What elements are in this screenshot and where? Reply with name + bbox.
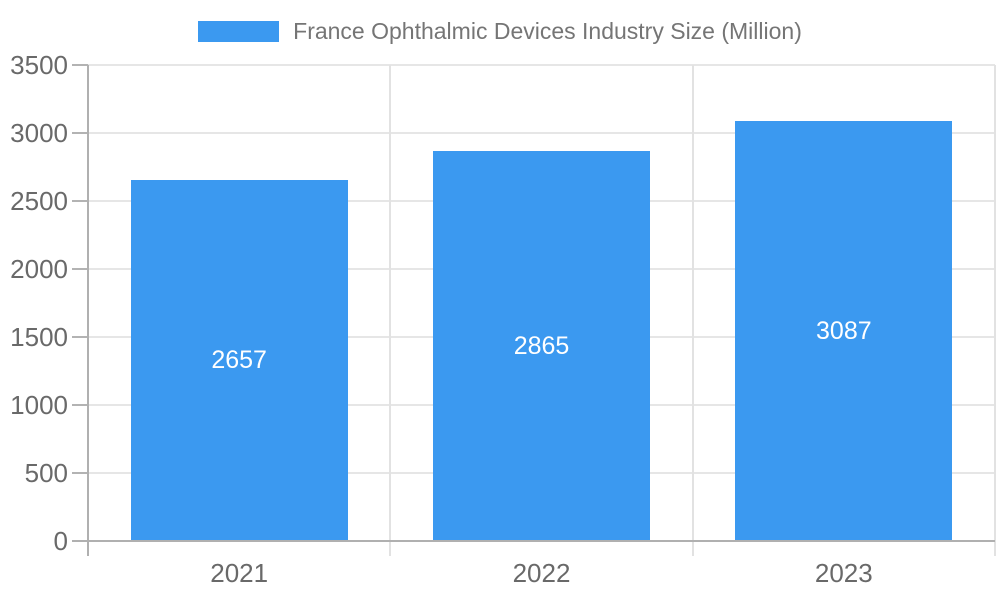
y-axis-label: 2500 <box>10 186 68 216</box>
y-axis-label: 1000 <box>10 390 68 420</box>
y-axis-tick <box>72 132 88 134</box>
y-axis-label: 2000 <box>10 254 68 284</box>
y-axis-label: 3500 <box>10 50 68 80</box>
chart-title: France Ophthalmic Devices Industry Size … <box>293 18 802 44</box>
x-axis-label: 2022 <box>512 558 571 588</box>
x-axis-label: 2021 <box>210 558 269 588</box>
y-axis-tick <box>72 268 88 270</box>
y-axis-label: 1500 <box>10 322 68 352</box>
bar-2022[interactable]: 2865 <box>433 151 650 541</box>
x-axis-line <box>72 540 995 542</box>
bar-value-label: 3087 <box>816 316 872 345</box>
y-axis-tick <box>72 404 88 406</box>
x-gridline <box>994 65 996 556</box>
y-axis-tick <box>72 200 88 202</box>
legend: France Ophthalmic Devices Industry Size … <box>0 18 1000 45</box>
bar-2023[interactable]: 3087 <box>735 121 953 541</box>
bar-2021[interactable]: 2657 <box>130 179 348 541</box>
legend-swatch-icon <box>198 21 280 42</box>
y-axis-label: 0 <box>53 526 68 556</box>
legend-item[interactable]: France Ophthalmic Devices Industry Size … <box>198 18 802 45</box>
bar-value-label: 2657 <box>211 345 267 374</box>
y-axis-tick <box>72 64 88 66</box>
y-gridline <box>88 64 995 66</box>
x-gridline <box>389 65 392 556</box>
x-gridline <box>691 65 694 556</box>
y-axis-label: 3000 <box>10 118 68 148</box>
y-axis-label: 500 <box>24 458 68 488</box>
y-axis-tick <box>72 336 88 338</box>
y-axis-line <box>87 65 89 556</box>
y-gridline <box>88 132 995 134</box>
x-axis-label: 2023 <box>814 558 873 588</box>
y-axis-tick <box>72 472 88 474</box>
bar-value-label: 2865 <box>513 331 570 360</box>
